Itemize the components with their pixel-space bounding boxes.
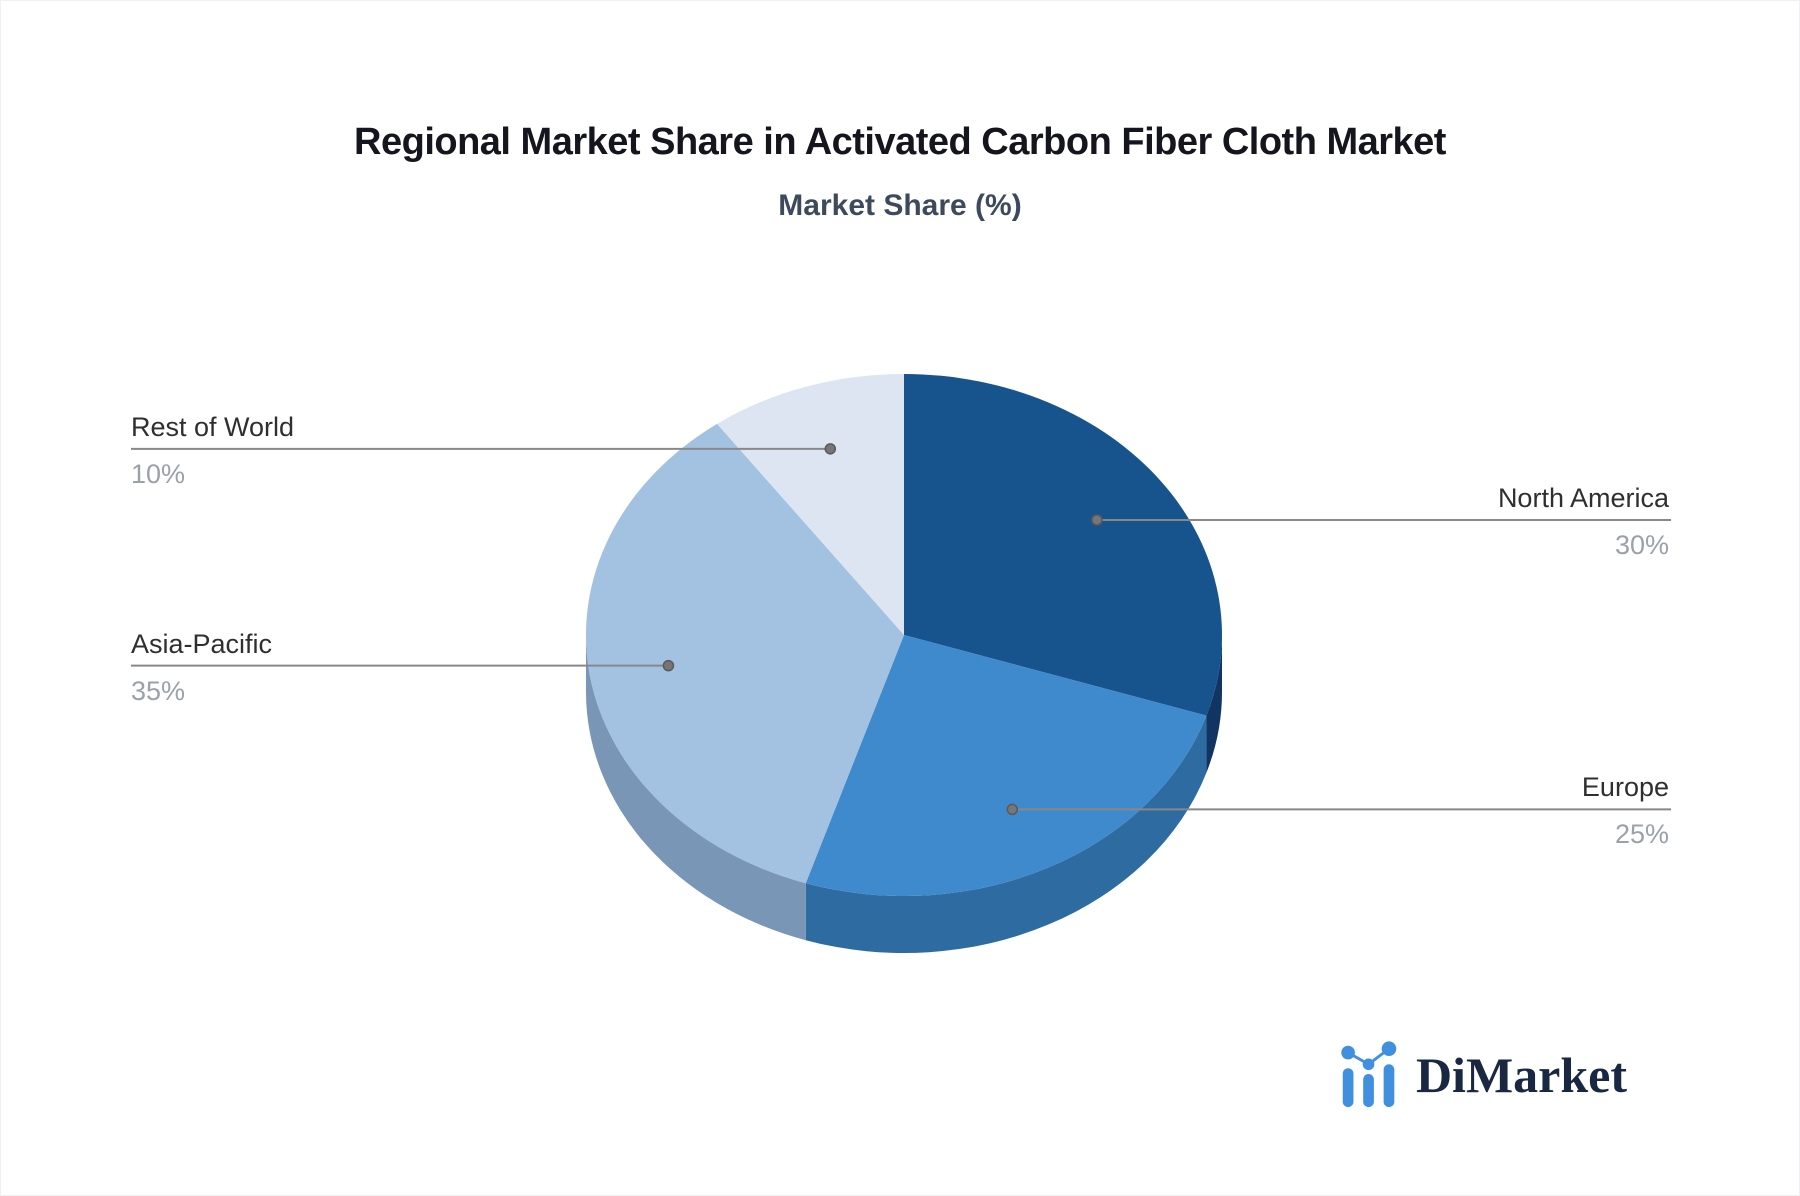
leader-dot: [662, 659, 675, 672]
bar-chart-logo-icon: [1341, 1041, 1397, 1108]
leader-dot: [824, 443, 837, 455]
slice-value-text: 30%: [1614, 529, 1669, 560]
chart-title: Regional Market Share in Activated Carbo…: [354, 121, 1446, 163]
slice-label-text: North America: [1497, 482, 1669, 513]
slice-value-text: 25%: [1614, 819, 1669, 850]
pie-slice-side: [1206, 635, 1222, 773]
slice-value-text: 10%: [131, 458, 186, 489]
leader-dot: [1091, 514, 1103, 526]
brand-logo-text: DiMarket: [1415, 1047, 1627, 1103]
pie-slice-rest-of-world[interactable]: [717, 374, 904, 635]
leader-dot: [1006, 803, 1019, 816]
pie-slice-north-america[interactable]: [904, 374, 1222, 716]
slice-label-text: Asia-Pacific: [131, 628, 273, 659]
pie-slice-side: [805, 715, 1207, 953]
brand-logo: DiMarket: [1338, 1039, 1627, 1111]
pie-slice-asia-pacific[interactable]: [586, 423, 904, 884]
slice-value-text: 35%: [131, 675, 186, 706]
chart-subtitle: Market Share (%): [778, 189, 1022, 222]
slice-label-text: Rest of World: [131, 411, 295, 442]
pie-slice-side: [586, 635, 806, 941]
pie-slice-europe[interactable]: [805, 635, 1207, 896]
slice-label-text: Europe: [1581, 772, 1669, 803]
